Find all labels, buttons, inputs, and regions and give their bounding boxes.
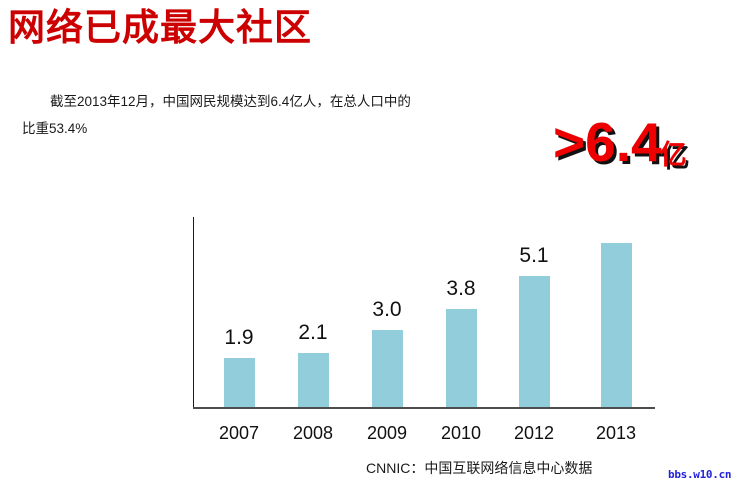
chart-bar — [445, 309, 477, 407]
chart-x-tick-label: 2010 — [440, 423, 482, 443]
chart-bar-value-label: 1.9 — [224, 326, 254, 349]
chart-bar — [518, 276, 550, 407]
chart-source-note: CNNIC：中国互联网络信息中心数据 — [366, 460, 593, 476]
intro-paragraph: 截至2013年12月，中国网民规模达到6.4亿人，在总人口中的 比重53.4% — [22, 88, 522, 142]
chart-bar-value-label: 5.1 — [519, 244, 549, 267]
chart-x-tick-label: 2012 — [513, 423, 555, 443]
chart-bar-value-label: 3.8 — [446, 277, 476, 300]
chart-bar-value-label: 3.0 — [372, 298, 402, 321]
headline-callout: >6.4亿 — [553, 113, 689, 181]
chart-x-tick-label: 2007 — [218, 423, 260, 443]
site-watermark: bbs.w10.cn — [668, 468, 732, 481]
chart-plot-area — [193, 217, 655, 407]
chart-x-axis — [193, 407, 655, 409]
chart-bar — [223, 358, 255, 407]
chart-bar — [600, 243, 632, 407]
chart-bar — [371, 330, 403, 407]
callout-number: >6.4 — [553, 111, 662, 173]
intro-line-2: 比重53.4% — [22, 121, 88, 136]
page-title: 网络已成最大社区 — [8, 7, 312, 48]
chart-x-tick-label: 2009 — [366, 423, 408, 443]
chart-x-tick-label: 2008 — [292, 423, 334, 443]
chart-x-tick-label: 2013 — [595, 423, 637, 443]
chart-y-axis — [193, 217, 194, 408]
intro-line-1: 截至2013年12月，中国网民规模达到6.4亿人，在总人口中的 — [50, 94, 411, 109]
chart-bar-value-label: 2.1 — [298, 321, 328, 344]
callout-unit: 亿 — [659, 140, 687, 170]
chart-bar — [297, 353, 329, 407]
